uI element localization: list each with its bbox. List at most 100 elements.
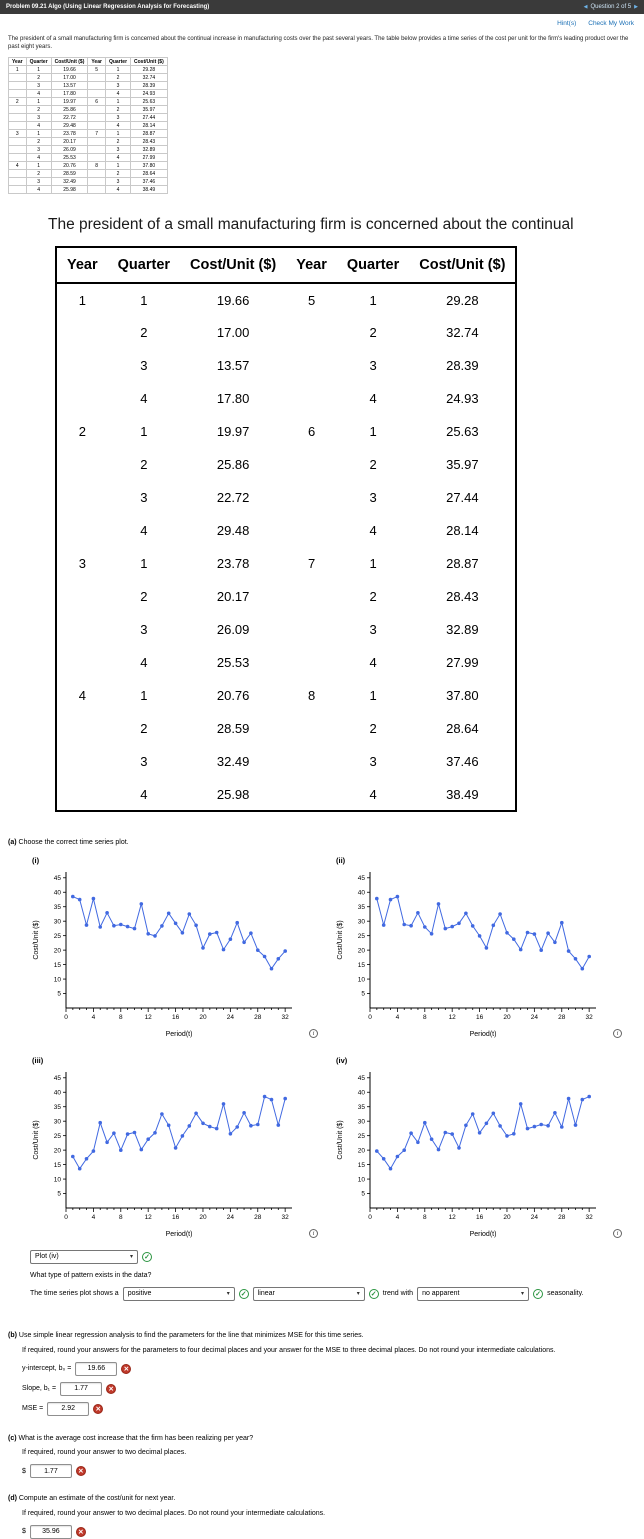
table-row: 3 26.09 3 32.89	[8, 145, 168, 155]
mse-input[interactable]: 2.92	[47, 1401, 90, 1416]
table-cell: 37.80	[130, 161, 168, 171]
svg-text:5: 5	[57, 991, 61, 998]
plot-label: (i)	[32, 855, 40, 865]
table-cell: 20.76	[216, 688, 250, 704]
svg-text:Cost/Unit ($): Cost/Unit ($)	[337, 920, 344, 959]
info-icon[interactable]: i	[309, 1228, 318, 1238]
seasonality-select[interactable]: no apparent ▾	[417, 1286, 530, 1301]
svg-text:32: 32	[282, 1214, 290, 1221]
y-intercept-input[interactable]: 19.66	[75, 1361, 118, 1376]
cost-increase-row: $ 1.77 ✕	[22, 1464, 636, 1479]
trend-shape-select[interactable]: linear ▾	[252, 1286, 365, 1301]
table-cell: 2	[25, 73, 52, 83]
table-cell	[8, 113, 27, 123]
table-cell: 3	[104, 145, 132, 155]
forecast-input[interactable]: 35.96	[29, 1524, 72, 1539]
table-cell: 8	[307, 688, 316, 704]
svg-text:28: 28	[254, 1014, 262, 1021]
check-my-work-link[interactable]: Check My Work	[588, 20, 634, 27]
svg-text:4: 4	[92, 1214, 96, 1221]
next-question-button[interactable]: ▶	[634, 4, 638, 10]
table-cell	[56, 382, 108, 415]
table-cell: 3	[369, 490, 377, 506]
slope-input[interactable]: 1.77	[60, 1381, 103, 1396]
plot-label: (ii)	[336, 855, 346, 865]
svg-text:5: 5	[57, 1191, 61, 1198]
part-d-head: (d) Compute an estimate of the cost/unit…	[8, 1494, 636, 1504]
table-cell: 4	[78, 688, 86, 704]
table-cell	[56, 316, 108, 349]
table-cell: 4	[104, 89, 132, 99]
svg-text:24: 24	[227, 1214, 235, 1221]
table-row: 4 17.80 4 24.93	[8, 89, 168, 99]
table-cell: 1	[25, 129, 52, 139]
table-cell	[87, 121, 106, 131]
table-row: 2 1 19.97 6 1 25.63	[8, 97, 168, 107]
info-icon[interactable]: i	[309, 1028, 318, 1038]
svg-text:25: 25	[54, 933, 62, 940]
svg-text:45: 45	[358, 1075, 366, 1082]
info-icon[interactable]: i	[613, 1228, 622, 1238]
table-cell: 4	[25, 153, 52, 163]
table-cell: 38.49	[130, 185, 168, 195]
table-row: 2 17.00 2 32.74	[56, 316, 516, 349]
svg-text:45: 45	[358, 875, 366, 882]
sentence-mid: trend with	[382, 1290, 414, 1298]
table-cell	[56, 514, 108, 547]
table-cell: 28.39	[130, 81, 168, 91]
table-cell	[56, 646, 108, 679]
incorrect-icon: ✕	[121, 1363, 132, 1374]
table-cell: 28.64	[130, 169, 168, 179]
svg-text:35: 35	[54, 904, 62, 911]
plot-select-value: Plot (iv)	[35, 1253, 59, 1261]
table-cell	[56, 349, 108, 382]
svg-text:30: 30	[54, 918, 62, 925]
table-cell	[286, 580, 337, 613]
toolbar: Hint(s) Check My Work	[0, 14, 644, 27]
info-icon[interactable]: i	[613, 1028, 622, 1038]
table-cell: 2	[78, 424, 86, 440]
table-cell	[87, 81, 106, 91]
previous-question-button[interactable]: ◀	[583, 4, 588, 10]
table-cell: 3	[140, 754, 148, 770]
table-cell: 25.53	[50, 153, 89, 163]
table-cell: 13.57	[50, 81, 89, 91]
cost-increase-input[interactable]: 1.77	[29, 1464, 72, 1479]
table-cell: 35.97	[446, 457, 479, 473]
trend-shape-value: linear	[257, 1290, 275, 1298]
table-cell: 4	[8, 161, 27, 171]
svg-text:8: 8	[423, 1014, 427, 1021]
table-cell: 1	[104, 129, 132, 139]
part-b-prompt: Use simple linear regression analysis to…	[18, 1331, 364, 1339]
chart-canvas: 5 10 15 20 25 30 35 40 45 0 4 8 12 16 20 24 28 32 Cost/Uni…	[33, 1071, 292, 1238]
table-cell: 3	[369, 754, 377, 770]
table-cell	[8, 121, 27, 131]
table-cell	[286, 316, 337, 349]
slope-label: Slope, b₁ =	[22, 1385, 57, 1393]
svg-text:12: 12	[145, 1014, 153, 1021]
table-cell: 32.49	[216, 754, 250, 770]
table-cell: 4	[25, 185, 52, 195]
table-row: 3 32.49 3 37.46	[56, 745, 516, 778]
table-cell: 4	[140, 523, 148, 539]
part-c: (c) What is the average cost increase th…	[0, 1434, 644, 1479]
hints-link[interactable]: Hint(s)	[557, 20, 577, 27]
table-cell: 20.17	[50, 137, 89, 147]
svg-text:5: 5	[361, 1191, 365, 1198]
time-series-plot-i: (i) 5 10 15 20 25 30 35 40 45 0 4 8 12 16 20 24 28 32 Cost/…	[30, 856, 322, 1042]
table-cell: 1	[78, 292, 86, 308]
table-cell: 25.86	[50, 105, 89, 115]
svg-text:12: 12	[449, 1014, 457, 1021]
table-cell: 28.14	[446, 523, 479, 539]
part-a-label: (a)	[8, 839, 17, 847]
table-cell	[286, 745, 337, 778]
svg-text:8: 8	[423, 1214, 427, 1221]
table-cell: 32.49	[50, 177, 89, 187]
table-cell	[286, 382, 337, 415]
svg-text:20: 20	[54, 947, 62, 954]
svg-text:5: 5	[361, 991, 365, 998]
plot-select[interactable]: Plot (iv) ▾	[30, 1249, 138, 1264]
svg-text:Period(t): Period(t)	[166, 1231, 193, 1238]
trend-direction-select[interactable]: positive ▾	[122, 1286, 235, 1301]
svg-text:Cost/Unit ($): Cost/Unit ($)	[33, 920, 40, 959]
